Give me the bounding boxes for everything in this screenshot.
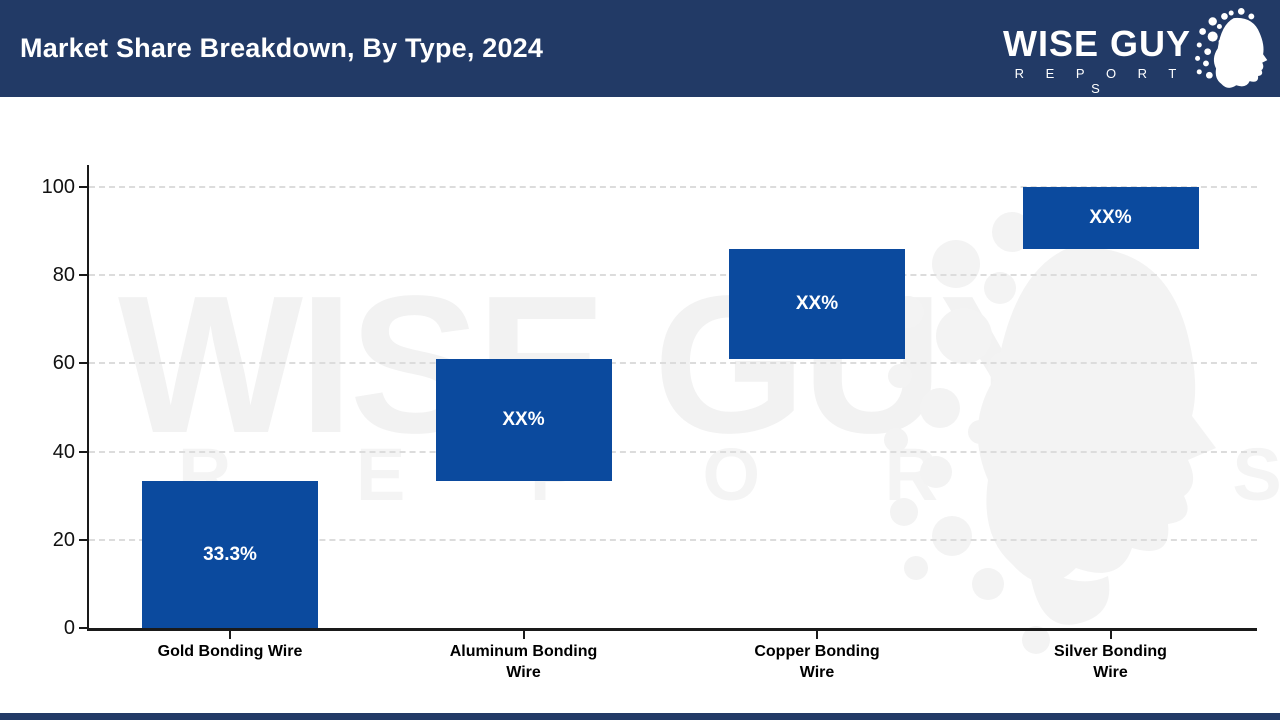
footer-accent-bar: [0, 713, 1280, 720]
y-tick-40: [79, 450, 87, 453]
gridline-100: [89, 186, 1257, 188]
y-tick-20: [79, 538, 87, 541]
bar-value-label: XX%: [795, 292, 839, 314]
gridline-60: [89, 362, 1257, 365]
y-axis-line: [87, 164, 89, 630]
logo-sub-text: R E P O R T S: [1014, 66, 1186, 96]
y-tick-100: [79, 186, 87, 188]
watermark-head-icon: [884, 192, 1216, 654]
wiseguy-face-icon: [1195, 8, 1268, 88]
bar-4: XX%: [1022, 187, 1199, 249]
chart-area: WISE GUY R E P O R T S 0 20 40 60 80 100 33.3%…: [0, 97, 1280, 713]
y-tick-60: [79, 362, 87, 365]
bar-value-label: XX%: [502, 408, 545, 430]
header-bar: Market Share Breakdown, By Type, 2024 WI…: [0, 0, 1280, 97]
bar-value-label: XX%: [1089, 206, 1132, 228]
gridline-40: [89, 450, 1257, 453]
x-axis-line: [87, 628, 1257, 631]
x-axis-label-3: Copper Bonding Wire: [754, 643, 880, 681]
bar-3: XX%: [729, 248, 905, 359]
logo-main-text: WISE GUY: [1002, 23, 1192, 64]
y-tick-80: [79, 274, 87, 277]
bar-value-label: 33.3%: [203, 543, 257, 565]
x-axis-label-2: Aluminum Bonding Wire: [449, 643, 598, 681]
y-axis-label-40: 40: [52, 440, 75, 463]
logo-text: WISE GUY R E P O R T S: [1002, 23, 1192, 97]
bar-1: 33.3%: [142, 481, 318, 628]
x-tick-3: [816, 631, 818, 639]
y-axis-label-20: 20: [52, 528, 75, 551]
y-tick-0: [79, 627, 87, 629]
bar-2: XX%: [435, 358, 612, 482]
wiseguy-logo: WISE GUY R E P O R T S: [1002, 6, 1272, 97]
gridline-80: [89, 274, 1257, 277]
gridline-20: [89, 538, 1257, 541]
x-tick-2: [522, 631, 525, 639]
y-axis-label-0: 0: [63, 617, 75, 639]
y-axis-label-60: 60: [52, 352, 75, 375]
page-title: Market Share Breakdown, By Type, 2024: [20, 33, 544, 63]
x-axis-label-1: Gold Bonding Wire: [157, 643, 303, 660]
y-axis-label-100: 100: [41, 176, 75, 198]
x-tick-1: [229, 631, 231, 639]
y-axis-label-80: 80: [52, 264, 75, 287]
x-axis-label-4: Silver Bonding Wire: [1054, 643, 1167, 681]
x-tick-4: [1109, 631, 1112, 639]
